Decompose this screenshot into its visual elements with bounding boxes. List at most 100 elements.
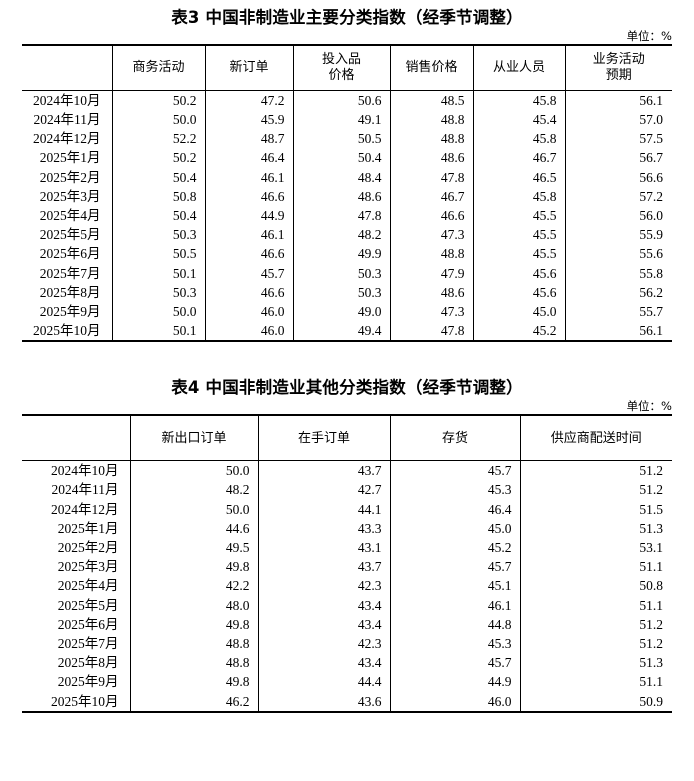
table4-period-cell: 2024年11月 (22, 480, 131, 500)
table3-value-business_expectation: 56.1 (564, 90, 672, 110)
table3-value-business_activity: 50.1 (111, 321, 206, 343)
table4-period-cell: 2025年1月 (22, 518, 131, 539)
table3-row: 2025年10月 50.1 46.0 49.4 47.8 45.2 56.1 (22, 321, 672, 343)
table3-value-employees: 46.7 (472, 148, 566, 168)
table4-value-backlog_orders: 42.3 (257, 634, 391, 654)
table4-row: 2025年2月 49.5 43.1 45.2 53.1 (22, 538, 672, 558)
table4-row: 2025年3月 49.8 43.7 45.7 51.1 (22, 557, 672, 577)
table3-row: 2025年5月 50.3 46.1 48.2 47.3 45.5 55.9 (22, 225, 672, 245)
table3-value-new_orders: 44.9 (204, 206, 294, 226)
table4: 新出口订单 在手订单 存货 供应商配送时间 2024年10月 50.0 43.7 45.7 5… (22, 414, 672, 713)
table3-value-employees: 45.5 (472, 225, 566, 245)
table4-value-new_export_orders: 48.8 (129, 653, 259, 673)
table4-period-cell: 2025年10月 (22, 691, 131, 713)
table3-header-period (22, 43, 113, 91)
table4-row: 2025年8月 48.8 43.4 45.7 51.3 (22, 653, 672, 673)
table4-value-new_export_orders: 48.0 (129, 595, 259, 615)
table3-value-business_activity: 50.2 (111, 148, 206, 168)
table4-period-cell: 2025年3月 (22, 557, 131, 577)
table3-header-business_activity: 商务活动 (111, 43, 206, 91)
table4-value-new_export_orders: 49.8 (129, 557, 259, 577)
table4-value-new_export_orders: 49.8 (129, 672, 259, 692)
table3-value-business_expectation: 57.0 (564, 110, 672, 130)
table3-value-input_prices: 50.5 (292, 129, 391, 149)
table3-period-cell: 2024年11月 (22, 110, 113, 130)
table4-value-supplier_delivery_time: 51.1 (519, 557, 672, 577)
table4-value-new_export_orders: 48.2 (129, 480, 259, 500)
table3-value-sales_prices: 48.8 (389, 110, 474, 130)
table3-unit-label: 单位：% (626, 28, 672, 43)
table4-value-supplier_delivery_time: 51.1 (519, 672, 672, 692)
table4-value-inventory: 46.4 (389, 499, 521, 519)
table4-header-row: 新出口订单 在手订单 存货 供应商配送时间 (22, 414, 672, 462)
table3-row: 2025年9月 50.0 46.0 49.0 47.3 45.0 55.7 (22, 302, 672, 322)
table3-value-employees: 45.8 (472, 90, 566, 110)
table3-period-cell: 2025年7月 (22, 263, 113, 283)
table4-value-inventory: 45.2 (389, 538, 521, 558)
table3-title: 表3 中国非制造业主要分类指数（经季节调整） (171, 8, 523, 27)
table3-value-employees: 45.0 (472, 302, 566, 322)
table3-value-sales_prices: 46.7 (389, 186, 474, 207)
table4-value-new_export_orders: 50.0 (129, 499, 259, 519)
table3-value-business_activity: 50.3 (111, 282, 206, 303)
table4-value-supplier_delivery_time: 51.2 (519, 480, 672, 500)
table4-value-new_export_orders: 42.2 (129, 576, 259, 596)
table4-period-cell: 2025年5月 (22, 595, 131, 615)
table4-value-backlog_orders: 43.4 (257, 595, 391, 615)
table3-value-input_prices: 48.4 (292, 167, 391, 187)
table3-header-employees: 从业人员 (472, 43, 566, 91)
table3-value-input_prices: 49.4 (292, 321, 391, 343)
table4-row: 2024年10月 50.0 43.7 45.7 51.2 (22, 460, 672, 481)
table4-row: 2025年5月 48.0 43.4 46.1 51.1 (22, 595, 672, 615)
table3-value-new_orders: 46.1 (204, 225, 294, 245)
section-spacer (0, 342, 694, 370)
table4-value-supplier_delivery_time: 51.2 (519, 614, 672, 635)
table4-value-inventory: 46.0 (389, 691, 521, 713)
table3-value-input_prices: 49.0 (292, 302, 391, 322)
table3-period-cell: 2025年3月 (22, 186, 113, 207)
table3-period-cell: 2025年5月 (22, 225, 113, 245)
table3-header-business_expectation: 业务活动 预期 (564, 43, 672, 91)
table4-title: 表4 中国非制造业其他分类指数（经季节调整） (171, 378, 523, 398)
table3-value-business_expectation: 56.1 (564, 321, 672, 343)
table3-value-employees: 45.4 (472, 110, 566, 130)
table3-value-input_prices: 50.6 (292, 90, 391, 110)
table3-value-input_prices: 47.8 (292, 206, 391, 226)
table4-period-cell: 2025年4月 (22, 576, 131, 596)
table4-row: 2025年1月 44.6 43.3 45.0 51.3 (22, 518, 672, 539)
table4-header-period (22, 414, 131, 462)
table4-value-supplier_delivery_time: 51.1 (519, 595, 672, 615)
table3-value-sales_prices: 47.8 (389, 167, 474, 187)
table3-value-business_activity: 50.0 (111, 110, 206, 130)
table3-value-sales_prices: 48.5 (389, 90, 474, 110)
table3-row: 2025年4月 50.4 44.9 47.8 46.6 45.5 56.0 (22, 206, 672, 226)
table4-value-supplier_delivery_time: 51.2 (519, 634, 672, 654)
table3-value-sales_prices: 47.8 (389, 321, 474, 343)
table4-value-backlog_orders: 44.1 (257, 499, 391, 519)
table3-value-business_activity: 50.0 (111, 302, 206, 322)
table4-unit-label: 单位：% (626, 399, 672, 414)
table3-row: 2024年10月 50.2 47.2 50.6 48.5 45.8 56.1 (22, 90, 672, 110)
table3-value-employees: 45.8 (472, 186, 566, 207)
table4-value-inventory: 45.3 (389, 634, 521, 654)
table4-header-supplier_delivery_time: 供应商配送时间 (519, 414, 672, 462)
table3-row: 2025年7月 50.1 45.7 50.3 47.9 45.6 55.8 (22, 263, 672, 283)
table3-period-cell: 2025年10月 (22, 321, 113, 343)
table3-value-new_orders: 48.7 (204, 129, 294, 149)
table3-value-business_expectation: 55.9 (564, 225, 672, 245)
table3-period-cell: 2025年4月 (22, 206, 113, 226)
table3-value-new_orders: 46.6 (204, 244, 294, 264)
table4-value-backlog_orders: 43.1 (257, 538, 391, 558)
table4-value-backlog_orders: 43.4 (257, 614, 391, 635)
table4-value-new_export_orders: 48.8 (129, 634, 259, 654)
table4-value-inventory: 45.0 (389, 518, 521, 539)
table4-value-new_export_orders: 49.8 (129, 614, 259, 635)
table4-row: 2024年11月 48.2 42.7 45.3 51.2 (22, 480, 672, 500)
table4-value-supplier_delivery_time: 51.2 (519, 460, 672, 481)
table3-period-cell: 2025年6月 (22, 244, 113, 264)
table3-value-new_orders: 46.6 (204, 282, 294, 303)
table4-value-backlog_orders: 43.4 (257, 653, 391, 673)
table4-value-backlog_orders: 43.7 (257, 460, 391, 481)
table3-value-business_activity: 50.1 (111, 263, 206, 283)
table3-value-sales_prices: 48.6 (389, 148, 474, 168)
